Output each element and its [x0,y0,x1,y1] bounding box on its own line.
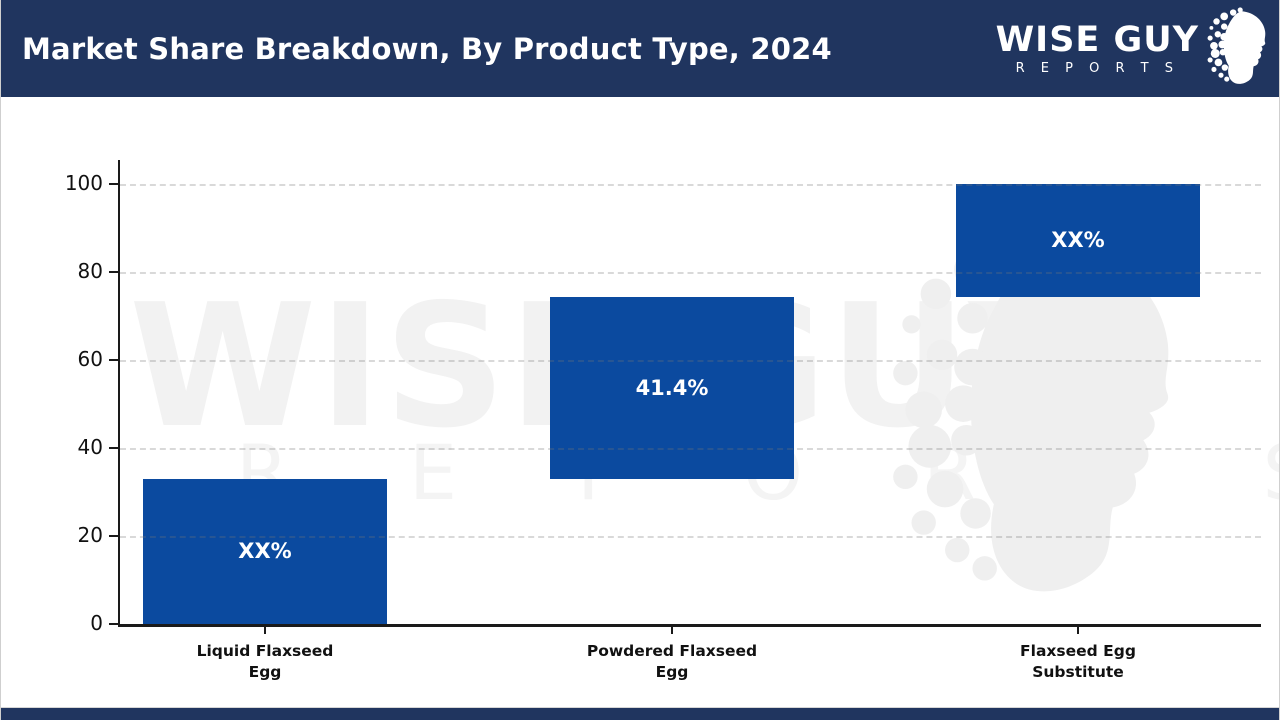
logo-subtext: R E P O R T S [1015,60,1179,76]
y-tick-label: 0 [90,611,103,635]
x-category-label: Flaxseed Egg Substitute [918,641,1238,683]
footer-hairline [1,707,1279,708]
y-tick-mark [109,535,118,538]
gridline [120,536,1261,539]
gridline [120,448,1261,451]
gridline [120,360,1261,363]
y-tick-mark [109,447,118,450]
bar-value-label: XX% [1051,228,1105,253]
y-tick-label: 40 [77,435,103,460]
logo-text: WISE GUY R E P O R T S [995,19,1199,76]
x-category-label-line: Egg [655,663,689,681]
y-tick-label: 80 [77,259,103,284]
bar-value-label: 41.4% [635,375,709,400]
x-category-label: Liquid Flaxseed Egg [105,641,425,683]
page-title: Market Share Breakdown, By Product Type,… [22,31,832,66]
y-tick-label: 100 [64,171,103,196]
x-tick-mark [671,627,673,634]
y-tick-mark [109,623,118,625]
bar-value-label: XX% [238,539,292,564]
x-tick-mark [1077,627,1079,634]
y-tick-label: 60 [77,347,103,372]
bar-segment: XX% [143,478,387,624]
x-category-label-line: Liquid Flaxseed [196,642,334,660]
x-category-label-line: Egg [248,663,282,681]
gridline [120,272,1261,275]
x-category-label-line: Substitute [1032,663,1124,681]
header-banner: Market Share Breakdown, By Product Type,… [1,0,1279,97]
y-tick-mark [109,183,118,186]
wiseguy-logo: WISE GUY R E P O R T S [996,0,1269,97]
chart-plot-area: XX% 41.4% XX% [118,160,1261,627]
gridline [120,184,1261,187]
bar-segment: XX% [956,184,1200,297]
y-tick-mark [109,359,118,362]
y-tick-mark [109,271,118,274]
footer-bar [1,708,1279,720]
y-tick-label: 20 [77,523,103,548]
x-category-label: Powdered Flaxseed Egg [512,641,832,683]
x-category-label-line: Flaxseed Egg [1020,642,1136,660]
logo-wordmark: WISE GUY [995,19,1199,60]
x-tick-mark [264,627,266,634]
bar-segment: 41.4% [550,296,794,479]
x-category-label-line: Powdered Flaxseed [586,642,758,660]
face-profile-logo-icon [1205,6,1269,92]
